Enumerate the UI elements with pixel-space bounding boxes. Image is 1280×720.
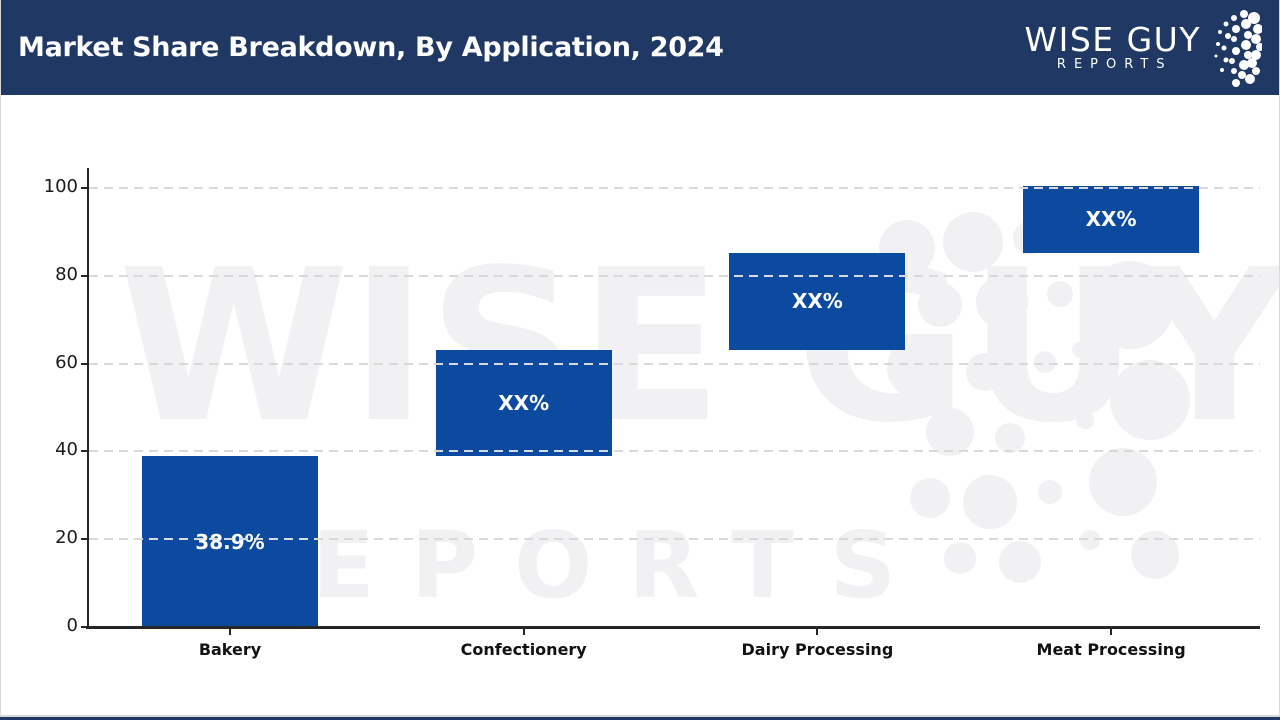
x-tick-confectionery [522, 627, 525, 635]
watermark-dots-icon [868, 212, 1190, 583]
y-axis-spine [87, 168, 89, 629]
bar-value-label: XX% [791, 289, 843, 314]
y-tick-label-60: 60 [55, 351, 78, 373]
bar-value-label: 38.9% [195, 529, 265, 554]
bar-meat-processing: XX% [1023, 185, 1200, 253]
y-tick-80 [81, 274, 89, 277]
bar-confectionery: XX% [435, 349, 612, 457]
y-tick-20 [81, 538, 89, 541]
y-tick-label-0: 0 [66, 615, 78, 636]
logo-subtitle: REPORTS [1056, 57, 1173, 73]
x-tick-meat-processing [1110, 627, 1113, 635]
gridline-20 [89, 538, 1260, 541]
y-tick-60 [81, 362, 89, 365]
category-label-bakery: Bakery [198, 640, 262, 659]
gridline-40 [89, 450, 1260, 453]
y-tick-label-100: 100 [43, 176, 78, 197]
watermark-text-line2: REPORTS [205, 512, 933, 619]
bottom-hairline [0, 715, 1280, 717]
y-tick-label-80: 80 [55, 263, 78, 285]
y-tick-label-20: 20 [55, 527, 78, 549]
x-axis-spine [86, 626, 1260, 629]
x-tick-dairy-processing [816, 627, 819, 635]
category-label-confectionery: Confectionery [460, 640, 587, 659]
bar-value-label: XX% [1085, 207, 1137, 232]
brand-logo: WISE GUY REPORTS [1024, 8, 1262, 88]
page-title: Market Share Breakdown, By Application, … [18, 32, 724, 63]
logo-head-icon [1214, 9, 1262, 87]
y-tick-label-40: 40 [55, 439, 78, 461]
bar-dairy-processing: XX% [729, 252, 906, 350]
gridline-80 [89, 274, 1260, 277]
footer-strip [0, 717, 1280, 720]
x-tick-bakery [229, 627, 231, 635]
y-tick-100 [81, 187, 89, 189]
header-bar: Market Share Breakdown, By Application, … [0, 0, 1280, 95]
bar-bakery: 38.9% [142, 456, 318, 627]
gridline-60 [89, 362, 1260, 365]
category-label-dairy-processing: Dairy Processing [741, 640, 894, 659]
category-label-meat-processing: Meat Processing [1036, 640, 1186, 659]
bar-value-label: XX% [498, 390, 550, 415]
y-tick-40 [81, 450, 89, 453]
logo-wordmark: WISE GUY [1024, 19, 1201, 59]
y-tick-0 [81, 626, 89, 628]
gridline-100 [89, 187, 1260, 189]
